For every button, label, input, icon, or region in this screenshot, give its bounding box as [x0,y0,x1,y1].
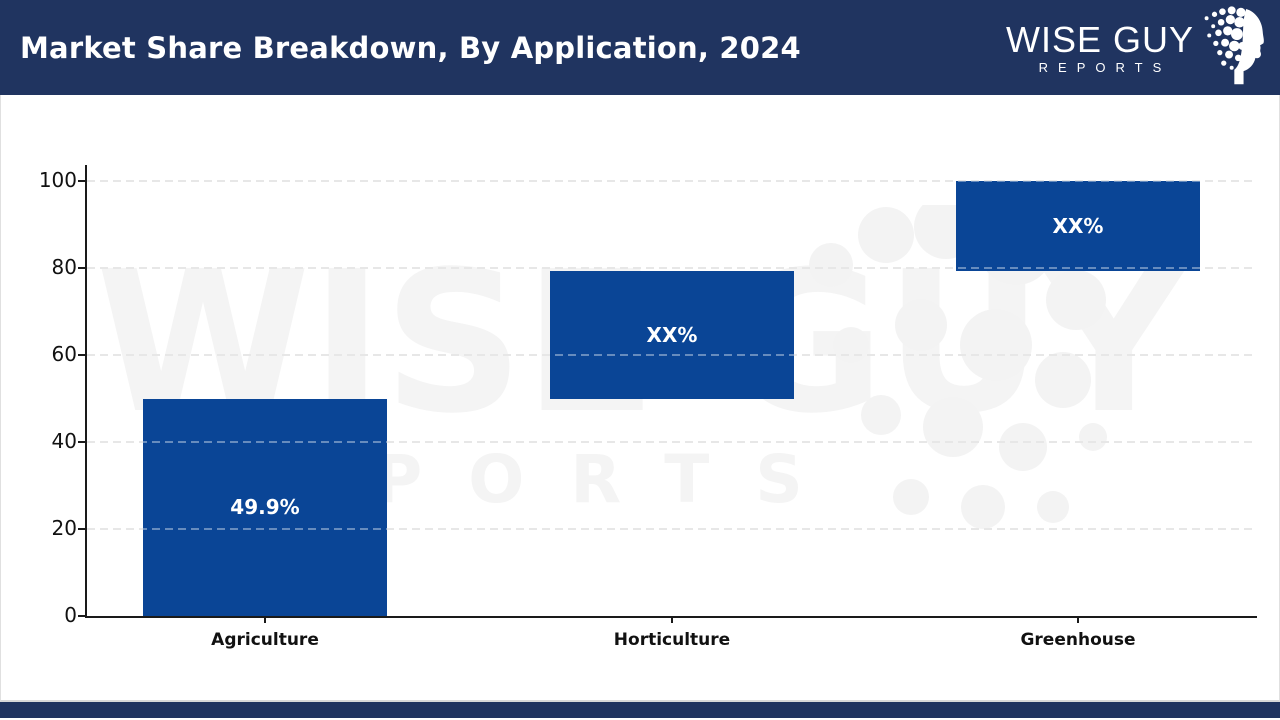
y-tick-label: 60 [51,342,77,366]
bar-agriculture: 49.9% [143,398,387,616]
y-tick [78,441,85,443]
wise-guy-reports-logo: WISE GUY REPORTS [1005,5,1266,90]
y-tick [78,180,85,182]
gridline-overlay [87,180,1257,182]
header-bar: Market Share Breakdown, By Application, … [0,0,1280,95]
plot: 49.9% XX% XX% 0 20 40 60 80 100 Agriculture Hortic… [1,95,1279,700]
y-tick [78,354,85,356]
y-tick-label: 20 [51,516,77,540]
gridline-overlay [87,528,1257,530]
bar-value-label: XX% [1052,213,1104,238]
y-tick [78,267,85,269]
bar-value-label: XX% [646,322,698,347]
chart-area: WISE GUY REPORTS 49.9% XX% XX% 0 20 40 60 80 100… [0,95,1280,702]
gridline [87,267,1257,269]
gridline-overlay [87,267,1257,269]
y-tick-label: 40 [51,429,77,453]
y-tick-label: 0 [64,603,77,627]
logo-text: WISE GUY REPORTS [1005,18,1194,75]
x-tick [264,618,266,623]
bar-horticulture: XX% [550,270,794,399]
category-label: Horticulture [613,630,731,650]
y-tick-label: 80 [51,255,77,279]
y-tick [78,615,85,617]
gridline [87,441,1257,443]
y-tick-label: 100 [38,168,77,192]
category-label: Agriculture [211,630,319,650]
y-tick [78,528,85,530]
dotted-head-logo-icon [1200,5,1266,90]
page-title: Market Share Breakdown, By Application, … [20,30,801,65]
x-tick [671,618,673,623]
gridline-overlay [87,441,1257,443]
x-tick [1077,618,1079,623]
logo-wordmark: WISE GUY [1005,18,1194,60]
bar-greenhouse: XX% [956,181,1200,271]
bar-value-label: 49.9% [230,495,300,520]
logo-subtitle: REPORTS [1038,59,1172,75]
gridline-overlay [87,354,1257,356]
gridline [87,180,1257,182]
y-axis [85,165,87,618]
footer-bar [0,702,1280,718]
category-label: Greenhouse [1020,630,1136,650]
gridline [87,528,1257,530]
x-axis [85,616,1257,618]
